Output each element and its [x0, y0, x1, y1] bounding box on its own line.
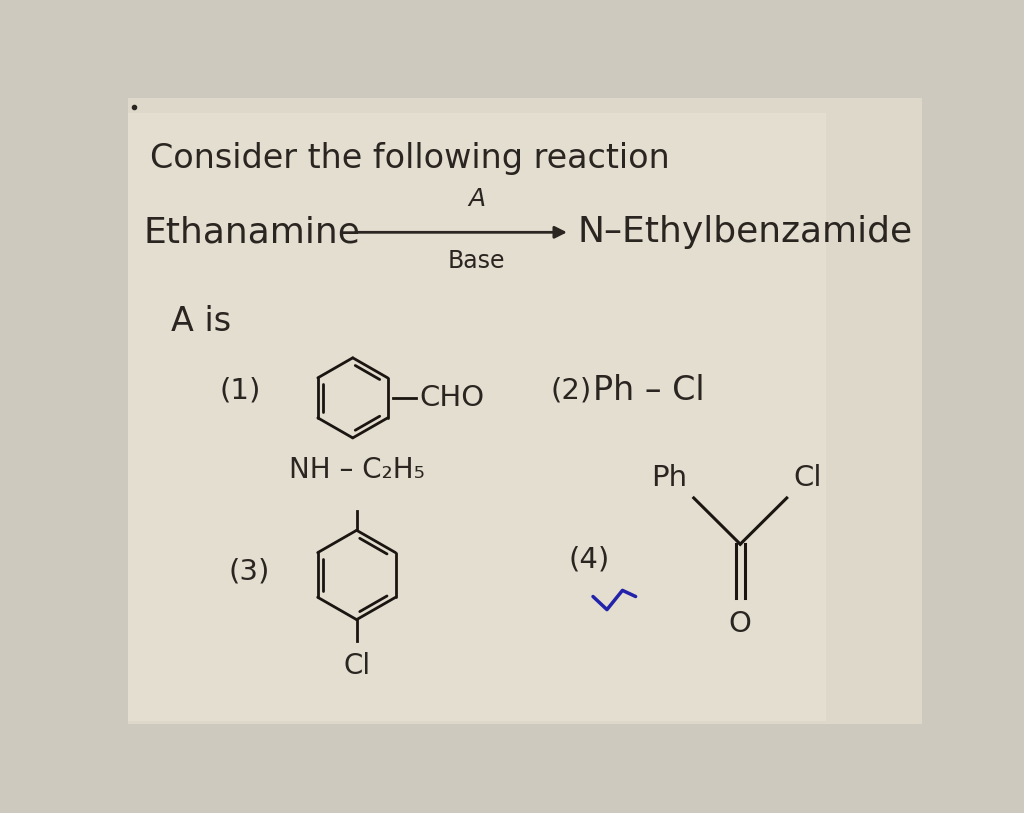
- Text: Ethanamine: Ethanamine: [143, 215, 360, 250]
- Text: (2): (2): [550, 376, 592, 404]
- Text: CHO: CHO: [420, 384, 484, 412]
- Text: Base: Base: [449, 250, 506, 273]
- Text: Consider the following reaction: Consider the following reaction: [150, 142, 670, 176]
- Bar: [128, 113, 825, 721]
- Text: Ph: Ph: [651, 463, 687, 492]
- Text: (3): (3): [228, 557, 270, 585]
- Text: (4): (4): [568, 546, 609, 573]
- Text: A: A: [468, 187, 485, 211]
- Text: (1): (1): [219, 376, 261, 404]
- Text: Cl: Cl: [793, 463, 821, 492]
- Text: N–Ethylbenzamide: N–Ethylbenzamide: [578, 215, 912, 250]
- Text: Ph – Cl: Ph – Cl: [593, 374, 705, 406]
- Text: O: O: [729, 611, 752, 638]
- Text: NH – C₂H₅: NH – C₂H₅: [289, 456, 425, 484]
- Text: A is: A is: [171, 306, 230, 338]
- Text: Cl: Cl: [343, 652, 371, 680]
